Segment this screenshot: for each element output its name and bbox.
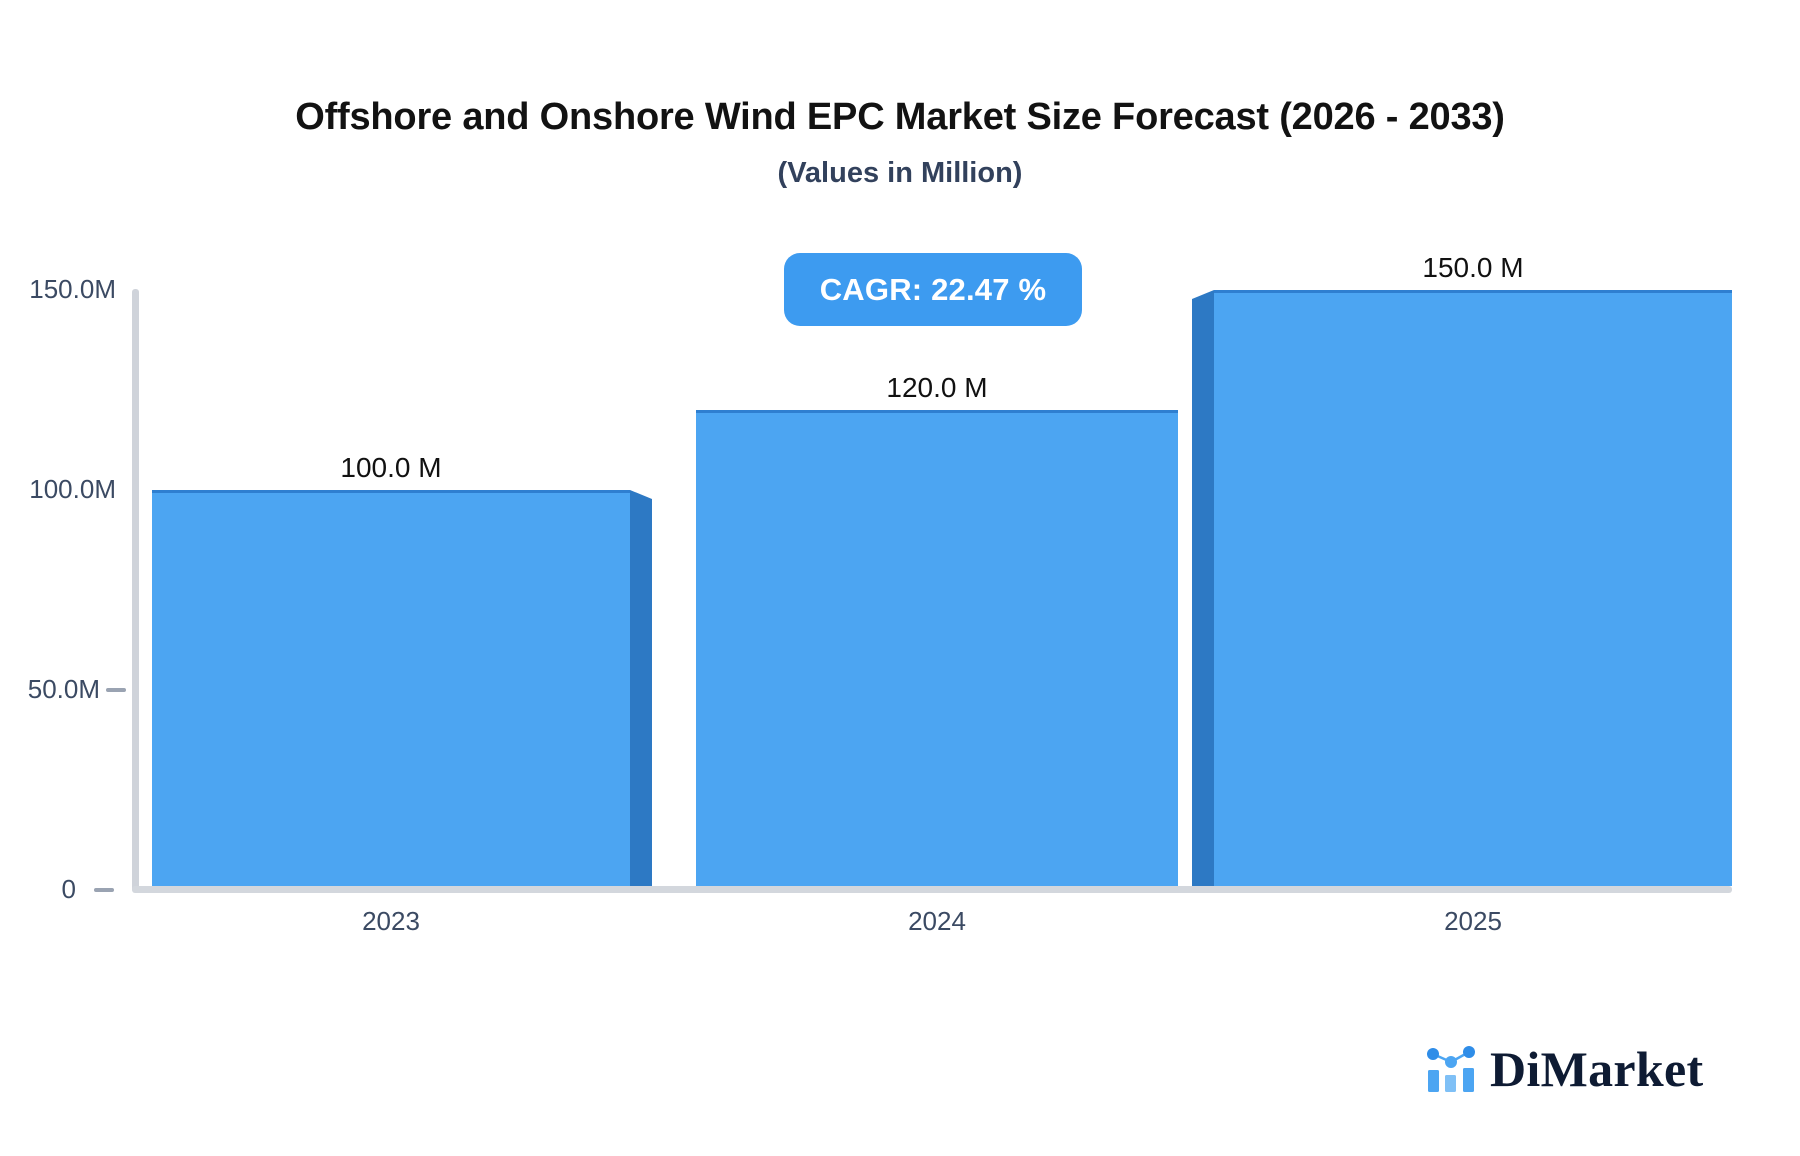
chart-title: Offshore and Onshore Wind EPC Market Siz… bbox=[295, 96, 1505, 138]
y-tick-label-150: 150.0M bbox=[29, 274, 116, 304]
cagr-badge-label: CAGR: 22.47 % bbox=[819, 271, 1047, 307]
y-tick-label-50: 50.0M bbox=[27, 674, 100, 704]
y-tick-mark-50 bbox=[106, 688, 126, 692]
cagr-badge: CAGR: 22.47 % bbox=[784, 253, 1082, 326]
x-tick-label-2025: 2025 bbox=[1444, 906, 1502, 936]
y-tick-mark-0 bbox=[94, 888, 114, 892]
y-tick-label-100: 100.0M bbox=[29, 474, 116, 504]
bar-2024-face bbox=[696, 410, 1178, 886]
bar-chart-dots-icon bbox=[1427, 1046, 1475, 1092]
bar-2025-side bbox=[1192, 290, 1214, 886]
x-tick-label-2023: 2023 bbox=[362, 906, 420, 936]
brand-logo: DiMarket bbox=[1424, 1044, 1703, 1094]
bar-2024-value-label: 120.0 M bbox=[886, 372, 988, 403]
x-tick-label-2024: 2024 bbox=[908, 906, 966, 936]
bar-2023-value-label: 100.0 M bbox=[340, 452, 442, 483]
brand-logo-text: DiMarket bbox=[1490, 1041, 1704, 1097]
bar-2023[interactable] bbox=[152, 490, 652, 886]
bar-2025-value-label: 150.0 M bbox=[1422, 252, 1524, 283]
chart-subtitle: (Values in Million) bbox=[777, 157, 1023, 189]
y-tick-label-0: 0 bbox=[61, 874, 76, 904]
bar-2023-face bbox=[152, 490, 630, 886]
y-axis-line bbox=[132, 289, 139, 892]
x-axis-line bbox=[132, 886, 1732, 893]
bar-2024[interactable] bbox=[696, 410, 1178, 886]
bar-2025[interactable] bbox=[1192, 290, 1732, 886]
bar-2023-side bbox=[630, 490, 652, 886]
bar-2025-face bbox=[1214, 290, 1732, 886]
